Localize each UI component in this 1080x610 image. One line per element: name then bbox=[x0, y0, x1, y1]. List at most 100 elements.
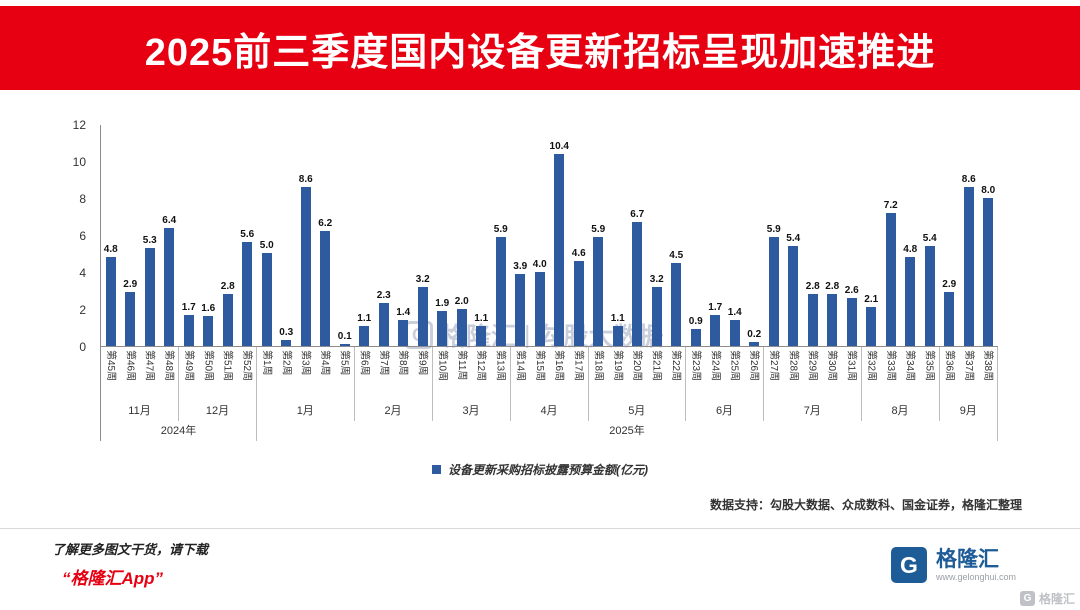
week-tick-label: 第51周 bbox=[218, 350, 237, 401]
month-group-2月: 1.1 2.3 1.4 3.2 第6周 第7周 第8周 第9周 2月 bbox=[354, 125, 433, 421]
month-group-12月: 1.7 1.6 2.8 5.6 第49周 第50周 第51周 第52周 12月 bbox=[179, 125, 257, 421]
bars-area: 2.1 7.2 4.8 5.4 bbox=[861, 125, 940, 347]
week-tick-text: 第46周 bbox=[124, 350, 136, 382]
bar-value-label: 2.0 bbox=[454, 296, 469, 307]
y-tick-8: 8 bbox=[79, 192, 86, 206]
month-group-4月: 3.9 4.0 10.4 4.6 第14周 第15周 第16周 第17周 4月 bbox=[510, 125, 589, 421]
week-tick-label: 第8周 bbox=[393, 350, 412, 401]
y-tick-12: 12 bbox=[72, 118, 86, 132]
bar-slot: 5.9 bbox=[589, 125, 609, 346]
week-tick-label: 第15周 bbox=[530, 350, 549, 401]
week-tick-label: 第34周 bbox=[900, 350, 919, 401]
year-tick-label: 2025年 bbox=[257, 421, 998, 441]
y-tick-0: 0 bbox=[79, 340, 86, 354]
year-group-2024年: 4.8 2.9 5.3 6.4 第45周 第46周 第47周 第48周 11月 1.7 1.6 2.8… bbox=[101, 125, 257, 441]
bar-value-label: 0.1 bbox=[337, 331, 352, 342]
week-tick-text: 第48周 bbox=[162, 350, 174, 382]
bar-slot: 2.3 bbox=[374, 125, 394, 346]
week-tick-label: 第45周 bbox=[101, 350, 120, 401]
week-tick-text: 第26周 bbox=[747, 350, 759, 382]
bar-slot: 5.3 bbox=[140, 125, 160, 346]
bar-slot: 4.8 bbox=[101, 125, 121, 346]
month-group-11月: 4.8 2.9 5.3 6.4 第45周 第46周 第47周 第48周 11月 bbox=[101, 125, 179, 421]
bar-value-label: 4.0 bbox=[532, 259, 547, 270]
week-tick-text: 第9周 bbox=[416, 350, 428, 376]
week-tick-label: 第2周 bbox=[276, 350, 295, 401]
week-tick-label: 第24周 bbox=[705, 350, 724, 401]
bar-value-label: 2.9 bbox=[942, 279, 957, 290]
page-title: 2025前三季度国内设备更新招标呈现加速推进 bbox=[144, 31, 936, 74]
bar-第10周 bbox=[437, 311, 448, 346]
bar-slot: 1.6 bbox=[199, 125, 219, 346]
y-tick-10: 10 bbox=[72, 155, 86, 169]
week-tick-text: 第45周 bbox=[105, 350, 117, 382]
bar-第18周 bbox=[593, 237, 604, 346]
bar-value-label: 3.2 bbox=[649, 274, 664, 285]
gelonghui-logo-icon: G bbox=[890, 547, 927, 583]
bar-value-label: 0.3 bbox=[279, 327, 294, 338]
y-tick-4: 4 bbox=[79, 266, 86, 280]
week-tick-label: 第10周 bbox=[433, 350, 452, 401]
week-tick-label: 第32周 bbox=[862, 350, 881, 401]
y-axis: 0 2 4 6 8 10 12 bbox=[54, 119, 92, 353]
bar-value-label: 5.4 bbox=[786, 233, 801, 244]
month-label-block: 第32周 第33周 第34周 第35周 8月 bbox=[862, 347, 940, 421]
bar-value-label: 1.1 bbox=[474, 313, 489, 324]
week-tick-label: 第30周 bbox=[822, 350, 841, 401]
bar-slot: 2.1 bbox=[862, 125, 882, 346]
bars-area: 1.9 2.0 1.1 5.9 bbox=[432, 125, 511, 347]
bar-第50周 bbox=[203, 316, 214, 346]
bar-第32周 bbox=[866, 307, 877, 346]
week-tick-text: 第37周 bbox=[962, 350, 974, 382]
week-tick-text: 第2周 bbox=[280, 350, 292, 376]
week-tick-label: 第29周 bbox=[803, 350, 822, 401]
month-group-7月: 5.9 5.4 2.8 2.8 2.6 第27周 第28周 第29周 第30周 第31周 7月 bbox=[764, 125, 862, 421]
bar-value-label: 6.4 bbox=[162, 215, 177, 226]
month-label-block: 第14周 第15周 第16周 第17周 4月 bbox=[511, 347, 589, 421]
bar-slot: 2.9 bbox=[940, 125, 960, 346]
bar-slot: 4.5 bbox=[667, 125, 687, 346]
bar-slot: 6.7 bbox=[628, 125, 648, 346]
week-tick-label: 第6周 bbox=[355, 350, 374, 401]
bar-value-label: 0.2 bbox=[747, 329, 762, 340]
week-tick-label: 第14周 bbox=[511, 350, 530, 401]
bar-slot: 1.1 bbox=[355, 125, 375, 346]
year-group-2025年: 5.0 0.3 8.6 6.2 0.1 第1周 第2周 第3周 第4周 第5周 1月 1.1 2.3 1.… bbox=[257, 125, 998, 441]
week-tick-text: 第29周 bbox=[806, 350, 818, 382]
bar-value-label: 8.0 bbox=[981, 185, 996, 196]
bar-value-label: 6.2 bbox=[318, 218, 333, 229]
bar-slot: 6.2 bbox=[316, 125, 336, 346]
bar-value-label: 5.4 bbox=[922, 233, 937, 244]
week-tick-text: 第20周 bbox=[631, 350, 643, 382]
weeks-row: 第18周 第19周 第20周 第21周 第22周 bbox=[589, 347, 686, 401]
bar-第30周 bbox=[827, 294, 838, 346]
bar-slot: 8.6 bbox=[959, 125, 979, 346]
bar-第13周 bbox=[495, 237, 506, 346]
bars-area: 2.9 8.6 8.0 bbox=[939, 125, 998, 347]
bar-value-label: 1.9 bbox=[435, 298, 450, 309]
brand-text: 格隆汇 www.gelonghui.com bbox=[936, 548, 1016, 582]
bar-第45周 bbox=[105, 257, 116, 346]
week-tick-text: 第38周 bbox=[981, 350, 993, 382]
bar-第20周 bbox=[632, 222, 643, 346]
week-tick-label: 第9周 bbox=[412, 350, 431, 401]
bar-value-label: 5.9 bbox=[591, 224, 606, 235]
week-tick-text: 第36周 bbox=[943, 350, 955, 382]
month-label-block: 第49周 第50周 第51周 第52周 12月 bbox=[179, 347, 257, 421]
bar-slot: 0.2 bbox=[745, 125, 765, 346]
corner-watermark: G 格隆汇 bbox=[1019, 590, 1075, 607]
bar-第4周 bbox=[320, 231, 331, 346]
bar-slot: 2.8 bbox=[803, 125, 823, 346]
month-label-block: 第27周 第28周 第29周 第30周 第31周 7月 bbox=[764, 347, 862, 421]
week-tick-text: 第12周 bbox=[475, 350, 487, 382]
bar-value-label: 4.8 bbox=[903, 244, 918, 255]
bar-value-label: 2.3 bbox=[376, 290, 391, 301]
bars-area: 3.9 4.0 10.4 4.6 bbox=[510, 125, 589, 347]
weeks-row: 第23周 第24周 第25周 第26周 bbox=[686, 347, 763, 401]
week-tick-label: 第21周 bbox=[646, 350, 665, 401]
bar-value-label: 5.0 bbox=[259, 240, 274, 251]
bar-第3周 bbox=[300, 187, 311, 346]
week-tick-text: 第49周 bbox=[183, 350, 195, 382]
corner-brand-name: 格隆汇 bbox=[1038, 592, 1075, 606]
